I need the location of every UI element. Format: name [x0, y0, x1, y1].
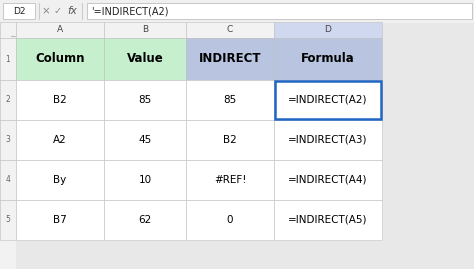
- Bar: [16, 80, 104, 120]
- Text: Value: Value: [127, 52, 164, 65]
- Text: 45: 45: [138, 135, 152, 145]
- Text: ×: ×: [42, 6, 50, 16]
- Bar: [0, 120, 16, 160]
- Text: C: C: [227, 26, 233, 34]
- Text: 85: 85: [138, 95, 152, 105]
- Bar: [16, 38, 104, 80]
- Bar: [274, 38, 382, 80]
- Bar: [274, 22, 382, 38]
- Text: B2: B2: [53, 95, 67, 105]
- Bar: [274, 160, 382, 200]
- Text: =INDIRECT(A4): =INDIRECT(A4): [288, 175, 368, 185]
- Text: 10: 10: [138, 175, 152, 185]
- Text: B2: B2: [223, 135, 237, 145]
- Bar: [0, 38, 16, 80]
- Bar: [0, 200, 16, 240]
- Bar: [104, 200, 186, 240]
- Bar: [16, 120, 104, 160]
- Bar: [186, 80, 274, 120]
- Bar: [16, 22, 104, 38]
- Bar: [104, 38, 186, 80]
- Text: 0: 0: [227, 215, 233, 225]
- Text: A2: A2: [53, 135, 67, 145]
- Text: 2: 2: [6, 95, 10, 104]
- Bar: [186, 38, 274, 80]
- Bar: [104, 160, 186, 200]
- Text: By: By: [54, 175, 67, 185]
- Bar: [0, 160, 16, 200]
- Bar: [87, 3, 472, 19]
- Text: D: D: [325, 26, 331, 34]
- Bar: [186, 200, 274, 240]
- Bar: [3, 3, 35, 19]
- Bar: [186, 160, 274, 200]
- Text: '=INDIRECT(A2): '=INDIRECT(A2): [91, 6, 168, 16]
- Text: 85: 85: [223, 95, 237, 105]
- Text: 4: 4: [6, 175, 10, 185]
- Text: =INDIRECT(A3): =INDIRECT(A3): [288, 135, 368, 145]
- Text: =INDIRECT(A5): =INDIRECT(A5): [288, 215, 368, 225]
- Bar: [104, 80, 186, 120]
- Text: D2: D2: [13, 6, 25, 16]
- Bar: [0, 22, 16, 38]
- Bar: [275, 81, 381, 119]
- Text: ✓: ✓: [54, 6, 62, 16]
- Bar: [104, 120, 186, 160]
- Text: 3: 3: [6, 136, 10, 144]
- Bar: [274, 200, 382, 240]
- Bar: [0, 240, 474, 269]
- Bar: [16, 200, 104, 240]
- Bar: [186, 22, 274, 38]
- Bar: [274, 120, 382, 160]
- Text: B7: B7: [53, 215, 67, 225]
- Text: =INDIRECT(A2): =INDIRECT(A2): [288, 95, 368, 105]
- Bar: [0, 0, 474, 22]
- Bar: [0, 240, 16, 269]
- Text: #REF!: #REF!: [214, 175, 246, 185]
- Text: Formula: Formula: [301, 52, 355, 65]
- Text: 1: 1: [6, 55, 10, 63]
- Text: A: A: [57, 26, 63, 34]
- Text: fx: fx: [67, 6, 77, 16]
- Bar: [274, 80, 382, 120]
- Bar: [16, 160, 104, 200]
- Bar: [186, 120, 274, 160]
- Text: Column: Column: [35, 52, 85, 65]
- Bar: [0, 80, 16, 120]
- Text: 62: 62: [138, 215, 152, 225]
- Text: 5: 5: [6, 215, 10, 225]
- Bar: [104, 22, 186, 38]
- Text: B: B: [142, 26, 148, 34]
- Text: INDIRECT: INDIRECT: [199, 52, 261, 65]
